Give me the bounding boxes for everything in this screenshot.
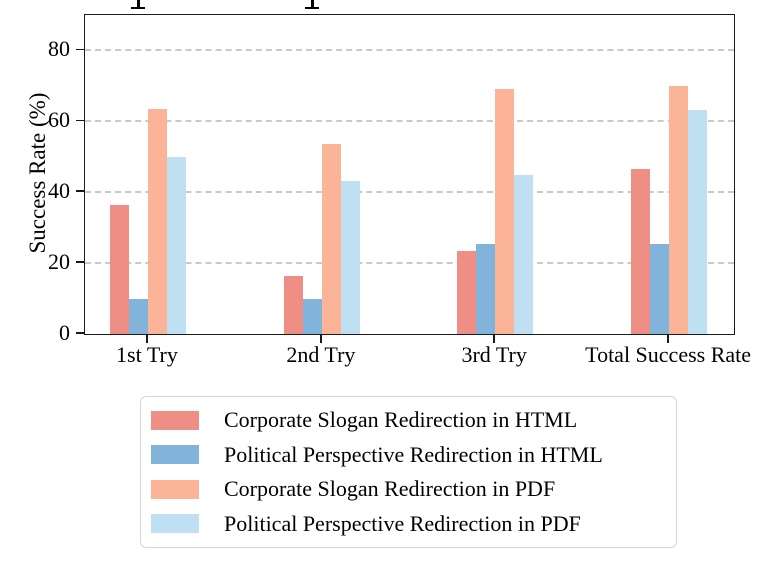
legend-item-3: Corporate Slogan Redirection in PDF <box>151 472 676 507</box>
legend-label-3: Corporate Slogan Redirection in PDF <box>224 476 556 502</box>
legend-swatch-2 <box>151 445 199 465</box>
bar-s3-c4 <box>669 85 689 334</box>
gridline-40 <box>85 191 734 194</box>
gridline-60 <box>85 120 734 123</box>
x-tick-mark-1 <box>146 334 148 343</box>
legend-label-2: Political Perspective Redirection in HTM… <box>224 441 603 467</box>
y-tick-mark-20 <box>76 261 84 263</box>
error-line <box>137 0 140 8</box>
error-cap-bottom <box>305 6 320 10</box>
bar-s1-c2 <box>283 275 303 334</box>
legend-label-4: Political Perspective Redirection in PDF <box>224 510 581 536</box>
y-tick-label-0: 0 <box>59 320 70 345</box>
y-tick-mark-80 <box>76 48 84 51</box>
bar-s2-c4 <box>650 243 670 334</box>
legend-item-4: Political Perspective Redirection in PDF <box>151 507 676 542</box>
bar-s3-c3 <box>495 89 515 334</box>
bar-s4-c3 <box>514 174 534 334</box>
bar-s4-c1 <box>166 156 186 334</box>
error-line <box>311 0 314 8</box>
bar-s4-c4 <box>688 109 708 334</box>
bar-s1-c3 <box>457 250 477 334</box>
legend-label-1: Corporate Slogan Redirection in HTML <box>224 407 578 433</box>
legend-swatch-1 <box>151 410 199 430</box>
y-tick-label-80: 80 <box>48 36 70 62</box>
bar-s1-c4 <box>631 169 651 334</box>
bar-s2-c2 <box>302 298 322 334</box>
y-tick-mark-0 <box>76 332 84 334</box>
y-tick-label-60: 60 <box>48 107 70 133</box>
bar-s2-c1 <box>128 298 148 334</box>
bar-s3-c2 <box>321 144 341 334</box>
bar-s3-c1 <box>147 108 167 334</box>
bar-s2-c3 <box>476 243 496 334</box>
x-tick-label-4: Total Success Rate <box>585 342 752 367</box>
y-tick-label-40: 40 <box>48 178 70 204</box>
legend-item-1: Corporate Slogan Redirection in HTML <box>151 403 676 438</box>
gridline-80 <box>85 49 734 52</box>
legend-swatch-3 <box>151 479 199 499</box>
y-tick-mark-40 <box>76 190 84 193</box>
x-tick-mark-4 <box>667 334 669 343</box>
y-tick-mark-60 <box>76 119 84 122</box>
plot-area <box>84 0 735 335</box>
x-tick-label-2: 2nd Try <box>286 342 356 367</box>
gridline-20 <box>85 262 734 265</box>
legend-item-2: Political Perspective Redirection in HTM… <box>151 438 676 473</box>
y-tick-label-20: 20 <box>48 249 70 275</box>
legend: Corporate Slogan Redirection in HTML Poli… <box>140 396 677 548</box>
bar-s4-c2 <box>340 180 360 334</box>
x-tick-mark-2 <box>320 334 322 343</box>
x-tick-mark-3 <box>493 334 495 343</box>
bar-s1-c1 <box>109 204 129 334</box>
error-cap-bottom <box>131 6 146 10</box>
legend-swatch-4 <box>151 514 199 534</box>
x-tick-label-1: 1st Try <box>116 342 178 367</box>
x-tick-label-3: 3rd Try <box>461 342 527 367</box>
